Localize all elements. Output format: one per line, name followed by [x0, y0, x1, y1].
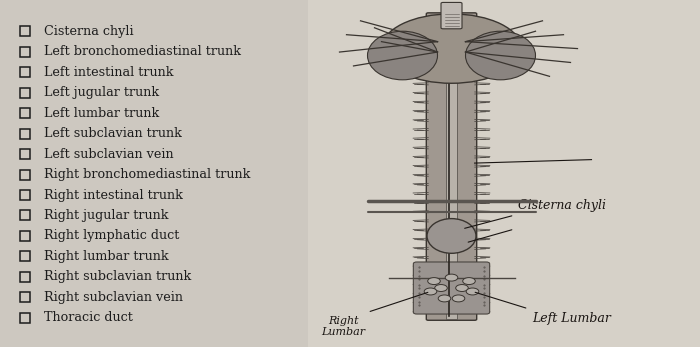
- Text: Left jugular trunk: Left jugular trunk: [44, 86, 159, 99]
- Text: Left intestinal trunk: Left intestinal trunk: [44, 66, 174, 79]
- Text: Right
Lumbar: Right Lumbar: [321, 316, 365, 337]
- Ellipse shape: [424, 288, 437, 295]
- Text: Left Lumbar: Left Lumbar: [532, 312, 611, 325]
- Text: Right lumbar trunk: Right lumbar trunk: [44, 250, 169, 263]
- Ellipse shape: [463, 278, 475, 285]
- Ellipse shape: [452, 295, 465, 302]
- Text: Right jugular trunk: Right jugular trunk: [44, 209, 169, 222]
- Text: Cisterna chyli: Cisterna chyli: [518, 199, 606, 212]
- Text: Left subclavian trunk: Left subclavian trunk: [44, 127, 182, 140]
- Text: Right bronchomediastinal trunk: Right bronchomediastinal trunk: [44, 168, 251, 181]
- Text: Left lumbar trunk: Left lumbar trunk: [44, 107, 160, 120]
- FancyBboxPatch shape: [441, 2, 462, 29]
- Ellipse shape: [428, 278, 440, 285]
- Text: Right subclavian trunk: Right subclavian trunk: [44, 270, 191, 283]
- Ellipse shape: [382, 14, 522, 83]
- Text: Left subclavian vein: Left subclavian vein: [44, 147, 174, 161]
- Ellipse shape: [435, 285, 447, 291]
- Text: Right subclavian vein: Right subclavian vein: [44, 291, 183, 304]
- Text: Right intestinal trunk: Right intestinal trunk: [44, 188, 183, 202]
- Ellipse shape: [438, 295, 451, 302]
- Text: Left bronchomediastinal trunk: Left bronchomediastinal trunk: [44, 45, 241, 58]
- Bar: [446, 14, 457, 319]
- Ellipse shape: [368, 31, 438, 80]
- Text: Right lymphatic duct: Right lymphatic duct: [44, 229, 179, 243]
- Ellipse shape: [466, 31, 536, 80]
- Text: Cisterna chyli: Cisterna chyli: [44, 25, 134, 38]
- Ellipse shape: [427, 219, 476, 253]
- Ellipse shape: [466, 288, 479, 295]
- FancyBboxPatch shape: [426, 13, 477, 320]
- FancyBboxPatch shape: [413, 262, 490, 314]
- Ellipse shape: [445, 274, 458, 281]
- Bar: [308, 0, 700, 347]
- Text: Thoracic duct: Thoracic duct: [44, 311, 133, 324]
- Ellipse shape: [456, 285, 468, 291]
